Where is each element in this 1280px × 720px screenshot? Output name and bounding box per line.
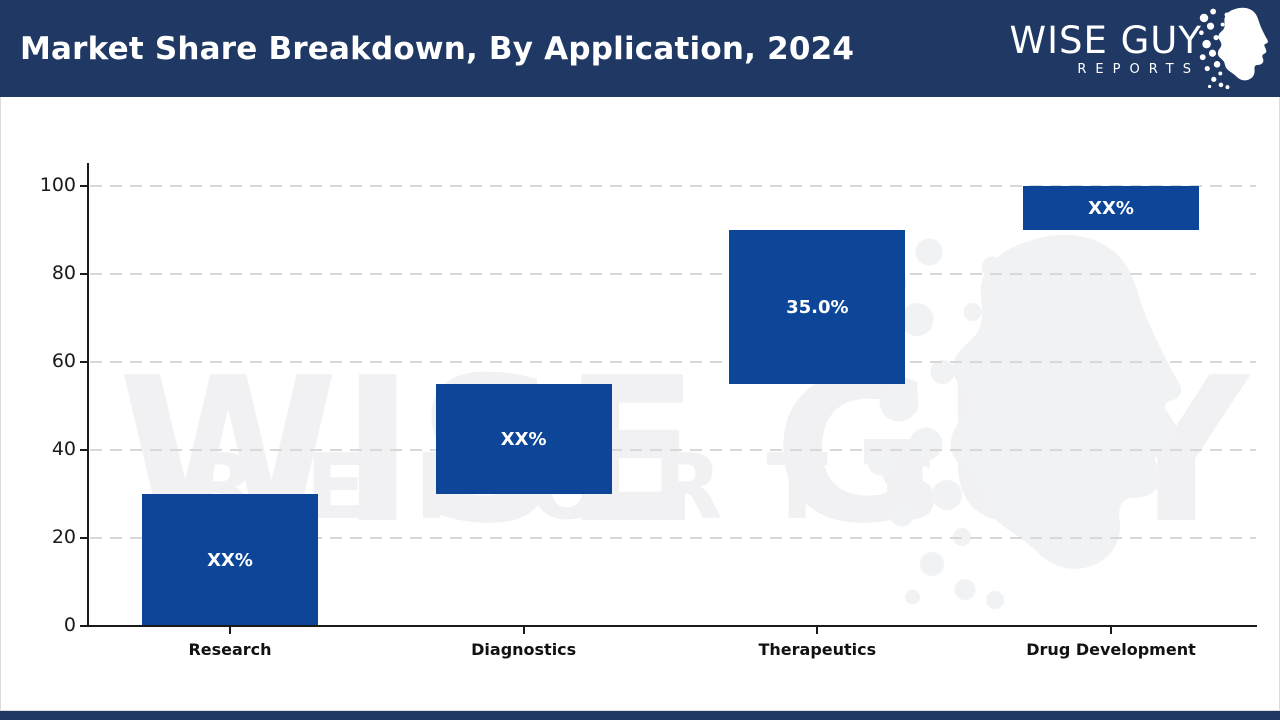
x-axis-line [87, 625, 1257, 627]
y-tick-label: 40 [51, 438, 76, 460]
wise-guy-head-icon [1199, 7, 1268, 89]
y-tick-mark [80, 185, 87, 187]
bar-therapeutics: 35.0% [729, 230, 906, 384]
gridline [90, 361, 1256, 363]
logo-text: WISE GUY REPORTS [1009, 18, 1202, 77]
y-tick-label: 100 [39, 174, 76, 196]
bar-value-label: XX% [1088, 197, 1134, 219]
bar-value-label: 35.0% [786, 296, 849, 318]
y-tick-label: 60 [51, 350, 76, 372]
y-tick-label: 80 [51, 262, 76, 284]
x-category-label: Drug Development [1026, 640, 1196, 659]
bar-research: XX% [142, 494, 318, 626]
gridline [90, 449, 1256, 451]
x-category-label: Diagnostics [471, 640, 577, 659]
y-tick-mark [80, 361, 87, 363]
logo-wordmark: WISE GUY [1009, 18, 1202, 62]
gridline [90, 185, 1256, 187]
x-tick-mark [1110, 627, 1112, 634]
y-tick-label: 20 [51, 526, 76, 548]
chart-title: Market Share Breakdown, By Application, … [20, 30, 855, 67]
watermark-head-icon [864, 234, 1182, 609]
x-category-label: Research [188, 640, 272, 659]
y-tick-mark [80, 537, 87, 539]
gridline [90, 537, 1256, 539]
y-tick-mark [80, 449, 87, 451]
y-tick-label: 0 [63, 614, 76, 636]
y-axis-line [87, 163, 89, 627]
gridline [90, 273, 1256, 275]
wise-guy-logo: WISE GUY REPORTS [1010, 5, 1280, 93]
x-tick-mark [229, 627, 231, 634]
bar-drug-development: XX% [1023, 186, 1199, 230]
bar-value-label: XX% [207, 549, 253, 571]
x-tick-mark [816, 627, 819, 634]
x-category-label: Therapeutics [758, 640, 877, 659]
footer-bar [0, 711, 1280, 720]
logo-subtitle: REPORTS [1077, 61, 1200, 77]
x-tick-mark [522, 627, 525, 634]
y-tick-mark [80, 625, 87, 627]
y-tick-mark [80, 273, 87, 275]
chart-area: WISE GUY REPORTS 020406080100ResearchXX%… [0, 97, 1280, 711]
bar-value-label: XX% [500, 428, 547, 450]
bar-diagnostics: XX% [435, 384, 612, 494]
header-bar: Market Share Breakdown, By Application, … [0, 0, 1280, 97]
